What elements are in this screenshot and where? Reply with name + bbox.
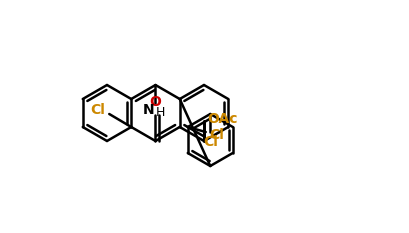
Text: O: O (150, 95, 162, 109)
Text: H: H (156, 106, 165, 120)
Text: N: N (143, 103, 154, 117)
Text: Cl: Cl (90, 103, 105, 117)
Text: Cl: Cl (210, 128, 225, 142)
Text: Cl: Cl (203, 135, 218, 149)
Text: OAc: OAc (207, 112, 238, 126)
